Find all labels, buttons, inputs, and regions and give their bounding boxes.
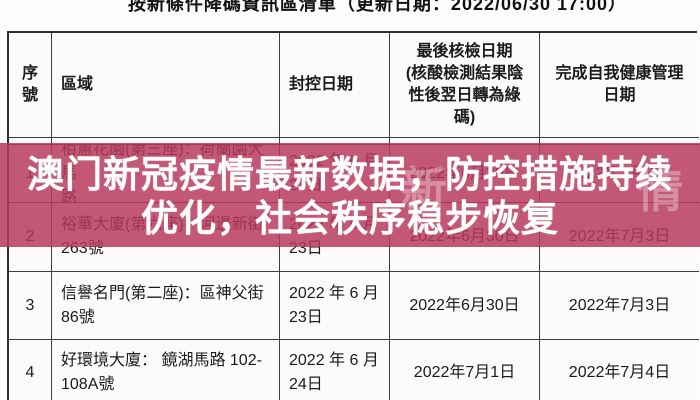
- col-header-self-management-date: 完成自我健康管理 日期: [540, 33, 699, 138]
- table-row-3-area: 信譽名門(第二座)：區神父街 86號: [52, 272, 280, 340]
- table-row-4-area: 好環境大廈： 鏡湖馬路 102- 108A號: [52, 340, 280, 400]
- table-row-3-self-management-date: 2022年7月3日: [540, 272, 699, 340]
- headline-line-1: 澳门新冠疫情最新数据，防控措施持续: [27, 154, 673, 195]
- col-header-last-test-date: 最後核檢日期 (核酸檢測結果陰 性後翌日轉為綠 碼): [390, 33, 540, 138]
- table-row-4-seq: 4: [9, 340, 52, 400]
- headline-overlay-banner: 新 情 澳门新冠疫情最新数据，防控措施持续 优化，社会秩序稳步恢复: [0, 143, 700, 247]
- table-row-3-last-test-date: 2022年6月30日: [390, 272, 540, 340]
- table-row-4-last-test-date: 2022年7月1日: [390, 340, 540, 400]
- table-row-4-self-management-date: 2022年7月4日: [540, 340, 699, 400]
- headline-text: 澳门新冠疫情最新数据，防控措施持续 优化，社会秩序稳步恢复: [0, 143, 700, 241]
- ghost-character-2: 情: [637, 165, 683, 217]
- ghost-character-1: 新: [401, 163, 447, 215]
- col-header-area: 區域: [52, 33, 280, 138]
- col-header-lockdown-date: 封控日期: [280, 33, 390, 138]
- table-row-3-seq: 3: [9, 272, 52, 340]
- page-title: 按新條件降碼資訊區清單（更新日期：2022/06/30 17:00）: [127, 0, 628, 14]
- table-row-3-lockdown-date: 2022 年 6 月 23日: [280, 272, 390, 340]
- table-row-4-lockdown-date: 2022 年 6 月 24日: [280, 340, 390, 400]
- col-header-seq: 序 號: [9, 33, 52, 138]
- headline-line-2: 优化，社会秩序稳步恢复: [141, 198, 559, 239]
